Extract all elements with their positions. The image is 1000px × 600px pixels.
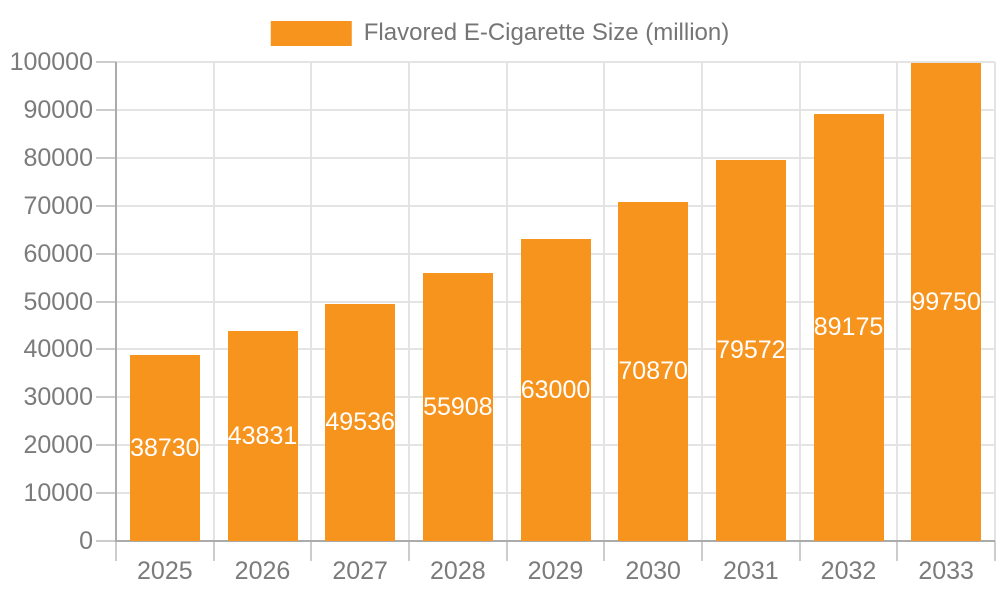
y-axis-tick (96, 108, 116, 111)
x-axis-label: 2033 (918, 557, 974, 585)
y-axis-tick (96, 156, 116, 159)
bar-value-label: 63000 (520, 376, 591, 405)
x-axis-tick (896, 541, 899, 561)
bar: 38730 (129, 355, 200, 541)
legend-label: Flavored E-Cigarette Size (million) (363, 19, 730, 46)
y-axis-label: 20000 (23, 431, 93, 460)
y-axis-tick (96, 252, 116, 255)
gridline-horizontal (116, 61, 995, 63)
bar: 70870 (618, 201, 689, 541)
x-axis-tick (798, 541, 801, 561)
bar-value-label: 55908 (423, 393, 493, 422)
bar-value-label: 43831 (227, 422, 298, 451)
x-axis-label: 2030 (625, 557, 681, 585)
x-axis-tick (212, 541, 215, 561)
x-axis-label: 2027 (332, 557, 388, 585)
x-axis-tick (701, 541, 703, 561)
x-axis-label: 2028 (430, 557, 486, 585)
x-axis-label: 2025 (137, 557, 193, 585)
y-axis-label: 40000 (23, 335, 93, 364)
y-axis-label: 80000 (23, 143, 93, 172)
gridline-vertical (212, 62, 215, 541)
bar-value-label: 99750 (911, 288, 981, 317)
gridline-horizontal (116, 156, 995, 159)
y-axis-label: 90000 (23, 95, 93, 124)
y-axis-tick (96, 300, 116, 303)
y-axis-tick (96, 540, 116, 542)
bar: 43831 (227, 331, 298, 541)
bar-value-label: 70870 (618, 357, 688, 386)
bar: 99750 (911, 63, 982, 541)
x-axis-tick (603, 541, 606, 561)
y-axis-label: 60000 (23, 239, 93, 268)
gridline-vertical (603, 62, 606, 541)
gridline-vertical (701, 62, 703, 541)
bar-value-label: 49536 (325, 408, 395, 437)
y-axis-tick (96, 348, 116, 351)
x-axis-label: 2031 (723, 557, 779, 585)
x-axis-tick (310, 541, 313, 561)
legend-swatch-icon (270, 20, 352, 46)
x-axis-tick (505, 541, 508, 561)
bar: 63000 (520, 239, 591, 541)
x-axis-label: 2026 (234, 557, 291, 585)
gridline-horizontal (116, 204, 995, 207)
x-axis-label: 2032 (820, 557, 877, 585)
x-axis-line (115, 540, 995, 542)
y-axis-label: 10000 (23, 479, 93, 508)
y-axis-label: 0 (79, 527, 93, 555)
bar-value-label: 79572 (716, 336, 786, 365)
y-axis-line (115, 62, 117, 542)
bar-value-label: 38730 (130, 434, 200, 463)
x-axis-label: 2029 (527, 557, 584, 585)
gridline-vertical (505, 62, 508, 541)
x-axis-tick (994, 541, 996, 561)
gridline-horizontal (116, 108, 995, 111)
x-axis-tick (115, 541, 117, 561)
bar: 55908 (422, 273, 493, 541)
gridline-vertical (994, 62, 996, 541)
gridline-vertical (408, 62, 410, 541)
y-axis-tick (96, 444, 116, 447)
y-axis-label: 50000 (23, 287, 93, 316)
gridline-vertical (896, 62, 899, 541)
y-axis-tick (96, 396, 116, 399)
bar: 49536 (325, 303, 396, 541)
bar: 89175 (813, 113, 884, 541)
x-axis-tick (408, 541, 410, 561)
y-axis-tick (96, 61, 116, 63)
y-axis-label: 30000 (23, 383, 93, 412)
legend-item[interactable]: Flavored E-Cigarette Size (million) (270, 19, 730, 46)
bar-value-label: 89175 (813, 313, 884, 342)
gridline-vertical (310, 62, 313, 541)
y-axis-label: 70000 (23, 191, 93, 220)
gridline-vertical (798, 62, 801, 541)
bar: 79572 (715, 159, 786, 541)
y-axis-label: 100000 (9, 48, 93, 76)
y-axis-tick (96, 204, 116, 207)
y-axis-tick (96, 492, 116, 495)
